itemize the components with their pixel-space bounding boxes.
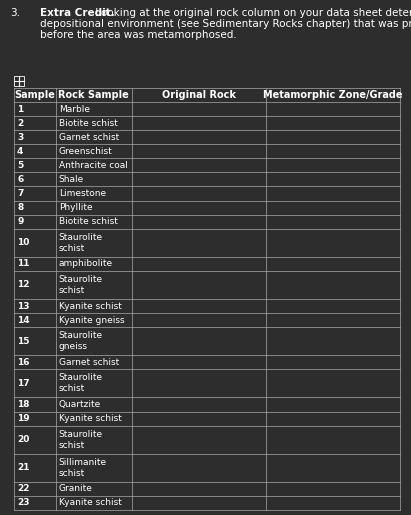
Text: depositional environment (see Sedimentary Rocks chapter) that was present: depositional environment (see Sedimentar… [40,19,411,29]
Text: 15: 15 [17,337,30,346]
Text: 22: 22 [17,485,30,493]
Text: Shale: Shale [59,175,84,184]
Text: Quartzite: Quartzite [59,400,101,409]
Text: 4: 4 [17,147,23,156]
Text: Marble: Marble [59,105,90,114]
Text: Staurolite
gneiss: Staurolite gneiss [59,331,103,351]
Text: 13: 13 [17,302,30,311]
Text: 18: 18 [17,400,30,409]
Text: Metamorphic Zone/Grade: Metamorphic Zone/Grade [263,90,403,100]
Text: Original Rock: Original Rock [162,90,236,100]
Text: 8: 8 [17,203,23,212]
Text: Sillimanite
schist: Sillimanite schist [59,458,107,478]
Text: 11: 11 [17,260,30,268]
Text: 7: 7 [17,189,23,198]
Text: 23: 23 [17,499,30,507]
Text: Staurolite
schist: Staurolite schist [59,373,103,393]
Text: 10: 10 [17,238,29,247]
Text: 20: 20 [17,435,29,444]
Text: Limestone: Limestone [59,189,106,198]
Bar [14,76,24,86]
Text: Phyllite: Phyllite [59,203,92,212]
Text: Staurolite
schist: Staurolite schist [59,233,103,253]
Text: Extra Credit.: Extra Credit. [40,8,115,18]
Text: Kyanite schist: Kyanite schist [59,499,122,507]
Text: 12: 12 [17,281,30,289]
Text: Rock Sample: Rock Sample [58,90,129,100]
Text: Biotite schist: Biotite schist [59,217,118,226]
Text: Kyanite schist: Kyanite schist [59,414,122,423]
Text: Garnet schist: Garnet schist [59,358,119,367]
Text: Garnet schist: Garnet schist [59,133,119,142]
Text: 5: 5 [17,161,23,170]
Text: Staurolite
schist: Staurolite schist [59,430,103,450]
Text: 1: 1 [17,105,23,114]
Text: 21: 21 [17,464,30,472]
Text: Kyanite gneiss: Kyanite gneiss [59,316,124,324]
Text: 14: 14 [17,316,30,324]
Text: 2: 2 [17,118,23,128]
Text: 19: 19 [17,414,30,423]
Text: 16: 16 [17,358,30,367]
Text: Staurolite
schist: Staurolite schist [59,275,103,295]
Text: Biotite schist: Biotite schist [59,118,118,128]
Text: amphibolite: amphibolite [59,260,113,268]
Text: Anthracite coal: Anthracite coal [59,161,127,170]
Text: before the area was metamorphosed.: before the area was metamorphosed. [40,30,237,40]
Text: Sample: Sample [14,90,55,100]
Text: Kyanite schist: Kyanite schist [59,302,122,311]
Text: Greenschist: Greenschist [59,147,113,156]
Text: 17: 17 [17,379,30,388]
Text: Looking at the original rock column on your data sheet determine the: Looking at the original rock column on y… [92,8,411,18]
Text: 9: 9 [17,217,23,226]
Text: 3: 3 [17,133,23,142]
Text: Granite: Granite [59,485,92,493]
Text: 6: 6 [17,175,23,184]
Text: 3.: 3. [10,8,20,18]
